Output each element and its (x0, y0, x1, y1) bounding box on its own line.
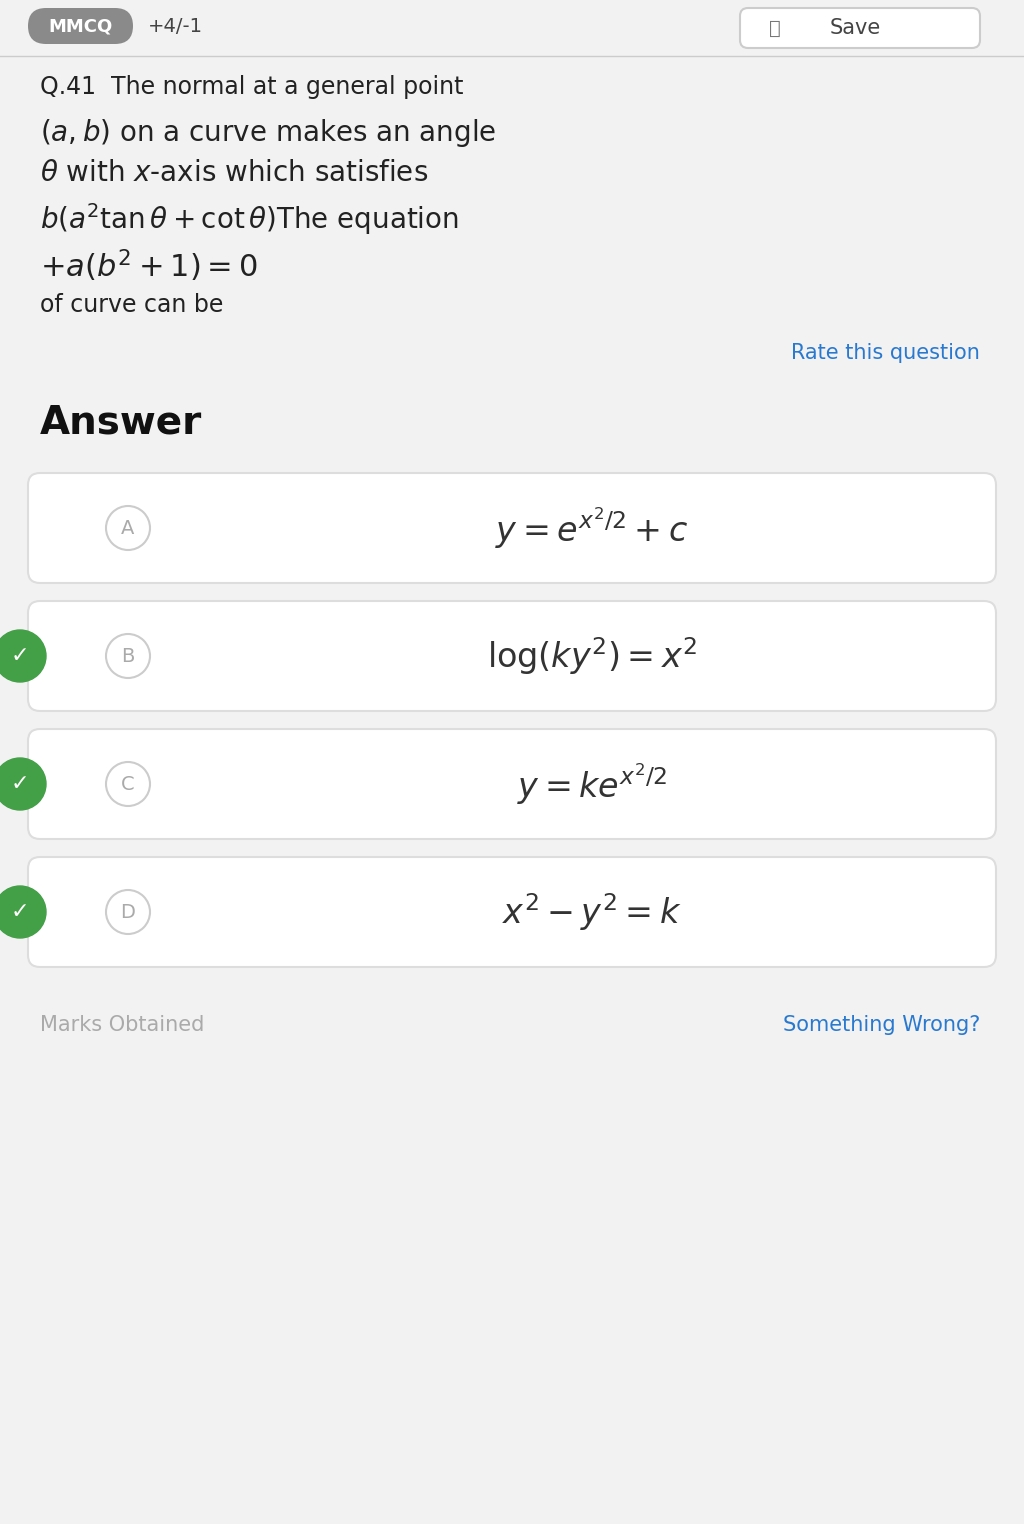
FancyBboxPatch shape (28, 856, 996, 968)
Text: C: C (121, 774, 135, 794)
Circle shape (106, 890, 150, 934)
Text: Marks Obtained: Marks Obtained (40, 1015, 205, 1035)
Text: ✓: ✓ (10, 774, 30, 794)
Circle shape (0, 885, 46, 937)
Text: ✓: ✓ (10, 646, 30, 666)
Text: A: A (121, 518, 135, 538)
Text: $(a, b)$ on a curve makes an angle: $(a, b)$ on a curve makes an angle (40, 117, 497, 149)
Circle shape (106, 506, 150, 550)
Text: B: B (121, 646, 135, 666)
Circle shape (106, 634, 150, 678)
Circle shape (0, 757, 46, 809)
Circle shape (0, 629, 46, 683)
Text: Answer: Answer (40, 402, 203, 440)
FancyBboxPatch shape (740, 8, 980, 47)
Text: $\log(ky^2) = x^2$: $\log(ky^2) = x^2$ (486, 636, 697, 677)
FancyBboxPatch shape (28, 728, 996, 840)
Text: ✓: ✓ (10, 902, 30, 922)
Text: $+a\left(b^2+1\right) = 0$: $+a\left(b^2+1\right) = 0$ (40, 247, 258, 283)
Text: +4/-1: +4/-1 (148, 17, 203, 35)
FancyBboxPatch shape (28, 600, 996, 712)
Text: Something Wrong?: Something Wrong? (782, 1015, 980, 1035)
Text: $x^2 - y^2 = k$: $x^2 - y^2 = k$ (503, 892, 682, 933)
Text: Q.41  The normal at a general point: Q.41 The normal at a general point (40, 75, 464, 99)
Text: MMCQ: MMCQ (48, 17, 113, 35)
Text: of curve can be: of curve can be (40, 293, 223, 317)
Text: Rate this question: Rate this question (792, 343, 980, 363)
FancyBboxPatch shape (28, 472, 996, 584)
Text: D: D (121, 902, 135, 922)
Text: 🔖: 🔖 (769, 18, 781, 38)
Circle shape (106, 762, 150, 806)
FancyBboxPatch shape (28, 8, 133, 44)
Text: $y = ke^{x^2/2}$: $y = ke^{x^2/2}$ (517, 760, 668, 806)
Text: $b\left(a^2 \tan\theta + \cot\theta\right)$The equation: $b\left(a^2 \tan\theta + \cot\theta\righ… (40, 201, 459, 236)
Text: $\theta$ with $x$-axis which satisfies: $\theta$ with $x$-axis which satisfies (40, 158, 428, 187)
Text: $y = e^{x^2/2} + c$: $y = e^{x^2/2} + c$ (496, 504, 689, 552)
Text: Save: Save (830, 18, 882, 38)
